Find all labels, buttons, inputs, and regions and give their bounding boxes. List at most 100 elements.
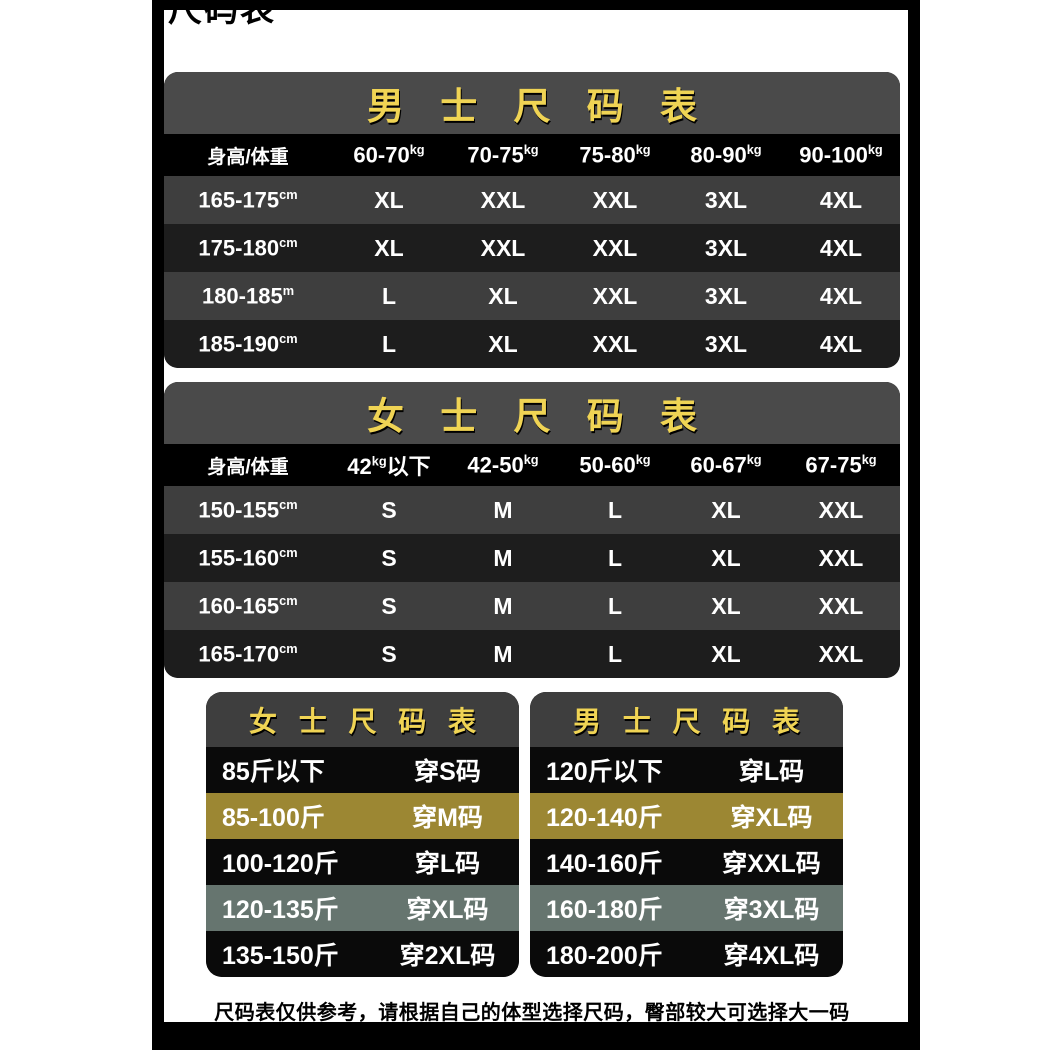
weight-range-cell: 135-150斤 <box>222 942 339 970</box>
weight-size-row: 180-200斤 穿4XL码 <box>530 931 843 977</box>
height-range-cell: 165-175cm <box>198 186 298 213</box>
womens-size-table: 女 士 尺 码 表 身高/体重 42kg以下 42-50kg 50-60kg 60-67… <box>164 382 900 678</box>
weight-size-row: 120斤以下 穿L码 <box>530 747 843 793</box>
recommended-size-cell: 穿XXL码 <box>722 850 821 878</box>
weight-range-cell: 85斤以下 <box>222 758 325 786</box>
mens-weight-panel: 男 士 尺 码 表 120斤以下 穿L码 120-140斤 穿XL码 140-160斤穿… <box>530 692 843 977</box>
unit-superscript: kg <box>867 141 883 157</box>
size-cell: XL <box>488 330 518 357</box>
weight-size-row: 100-120斤 穿L码 <box>206 839 519 885</box>
unit-superscript: cm <box>279 544 298 560</box>
height-range-cell: 150-155cm <box>198 496 298 523</box>
size-cell: S <box>381 496 397 523</box>
table-row: 155-160cm S M L XL XXL <box>164 534 900 582</box>
size-cell: S <box>381 592 397 619</box>
recommended-size-cell: 穿L码 <box>738 758 805 786</box>
size-cell: XXL <box>818 592 864 619</box>
mens-table-body: 165-175cm XL XXL XXL 3XL 4XL 175-180cm XL XXL XXL… <box>164 176 900 368</box>
womens-weight-panel: 女 士 尺 码 表 85斤以下 穿S码 85-100斤 穿M码 100-120斤 穿L码 1… <box>206 692 519 977</box>
weight-size-row: 160-180斤 穿3XL码 <box>530 885 843 931</box>
unit-superscript: m <box>282 282 295 298</box>
weight-range-cell: 140-160斤 <box>546 850 663 878</box>
size-cell: XL <box>711 544 741 571</box>
size-cell: S <box>381 640 397 667</box>
womens-table-title-text: 女 士 尺 码 表 <box>366 396 711 437</box>
column-header-3: 75-80kg <box>579 141 651 168</box>
unit-superscript: kg <box>523 141 539 157</box>
womens-weight-panel-body: 85斤以下 穿S码 85-100斤 穿M码 100-120斤 穿L码 120-135斤 穿XL… <box>206 747 519 977</box>
column-header-2: 42-50kg <box>467 451 539 478</box>
size-cell: 3XL <box>704 330 748 357</box>
size-cell: L <box>607 496 623 523</box>
table-row: 165-170cm S M L XL XXL <box>164 630 900 678</box>
size-cell: 3XL <box>704 186 748 213</box>
weight-range-cell: 120-135斤 <box>222 896 339 924</box>
size-cell: XL <box>711 496 741 523</box>
size-cell: 3XL <box>704 282 748 309</box>
size-cell: 4XL <box>819 330 863 357</box>
column-header-5: 67-75kg <box>805 451 877 478</box>
womens-weight-panel-title-text: 女 士 尺 码 表 <box>248 705 484 737</box>
size-cell: XXL <box>818 496 864 523</box>
column-header-4: 60-67kg <box>690 451 762 478</box>
size-cell: 4XL <box>819 234 863 261</box>
table-row: 150-155cm S M L XL XXL <box>164 486 900 534</box>
size-cell: XL <box>711 592 741 619</box>
unit-superscript: cm <box>279 640 298 656</box>
height-range-cell: 160-165cm <box>198 592 298 619</box>
size-cell: XXL <box>592 330 638 357</box>
size-cell: S <box>381 544 397 571</box>
size-cell: L <box>607 640 623 667</box>
recommended-size-cell: 穿XL码 <box>730 804 813 832</box>
weight-range-cell: 180-200斤 <box>546 942 663 970</box>
unit-superscript: cm <box>279 186 298 202</box>
unit-superscript: kg <box>523 451 539 467</box>
size-cell: L <box>607 592 623 619</box>
weight-size-row: 135-150斤 穿2XL码 <box>206 931 519 977</box>
weight-size-row: 140-160斤 穿XXL码 <box>530 839 843 885</box>
mens-table-header-row: 身高/体重 60-70kg 70-75kg 75-80kg 80-90kg 90-100k… <box>164 134 900 176</box>
size-cell: XXL <box>592 282 638 309</box>
size-cell: XXL <box>818 640 864 667</box>
weight-range-cell: 160-180斤 <box>546 896 663 924</box>
recommended-size-cell: 穿2XL码 <box>399 942 496 970</box>
weight-size-row: 85-100斤 穿M码 <box>206 793 519 839</box>
size-cell: XXL <box>480 234 526 261</box>
womens-weight-panel-title: 女 士 尺 码 表 <box>206 692 519 747</box>
column-header-0: 身高/体重 <box>207 456 289 478</box>
womens-table-title: 女 士 尺 码 表 <box>164 382 900 444</box>
recommended-size-cell: 穿L码 <box>414 850 481 878</box>
size-cell: L <box>381 330 397 357</box>
weight-size-row: 85斤以下 穿S码 <box>206 747 519 793</box>
column-header-5: 90-100kg <box>799 141 883 168</box>
size-cell: XXL <box>480 186 526 213</box>
size-cell: M <box>493 496 513 523</box>
table-row: 175-180cm XL XXL XXL 3XL 4XL <box>164 224 900 272</box>
column-header-2: 70-75kg <box>467 141 539 168</box>
height-range-cell: 180-185m <box>201 282 295 309</box>
size-cell: XL <box>711 640 741 667</box>
size-cell: XXL <box>818 544 864 571</box>
recommended-size-cell: 穿XL码 <box>406 896 489 924</box>
size-cell: 4XL <box>819 282 863 309</box>
column-header-1: 60-70kg <box>353 141 425 168</box>
mens-weight-panel-title-text: 男 士 尺 码 表 <box>572 705 808 737</box>
unit-superscript: cm <box>279 234 298 250</box>
height-range-cell: 165-170cm <box>198 640 298 667</box>
recommended-size-cell: 穿4XL码 <box>723 942 820 970</box>
size-cell: XXL <box>592 234 638 261</box>
unit-superscript: kg <box>861 451 877 467</box>
unit-superscript: kg <box>371 453 387 469</box>
unit-superscript: kg <box>409 141 425 157</box>
unit-superscript: cm <box>279 592 298 608</box>
column-header-3: 50-60kg <box>579 451 651 478</box>
height-range-cell: 185-190cm <box>198 330 298 357</box>
size-cell: XXL <box>592 186 638 213</box>
weight-range-cell: 120-140斤 <box>546 804 663 832</box>
column-header-0: 身高/体重 <box>207 146 289 168</box>
weight-range-cell: 100-120斤 <box>222 850 339 878</box>
recommended-size-cell: 穿M码 <box>412 804 483 832</box>
unit-superscript: cm <box>279 330 298 346</box>
unit-superscript: kg <box>746 451 762 467</box>
table-row: 165-175cm XL XXL XXL 3XL 4XL <box>164 176 900 224</box>
